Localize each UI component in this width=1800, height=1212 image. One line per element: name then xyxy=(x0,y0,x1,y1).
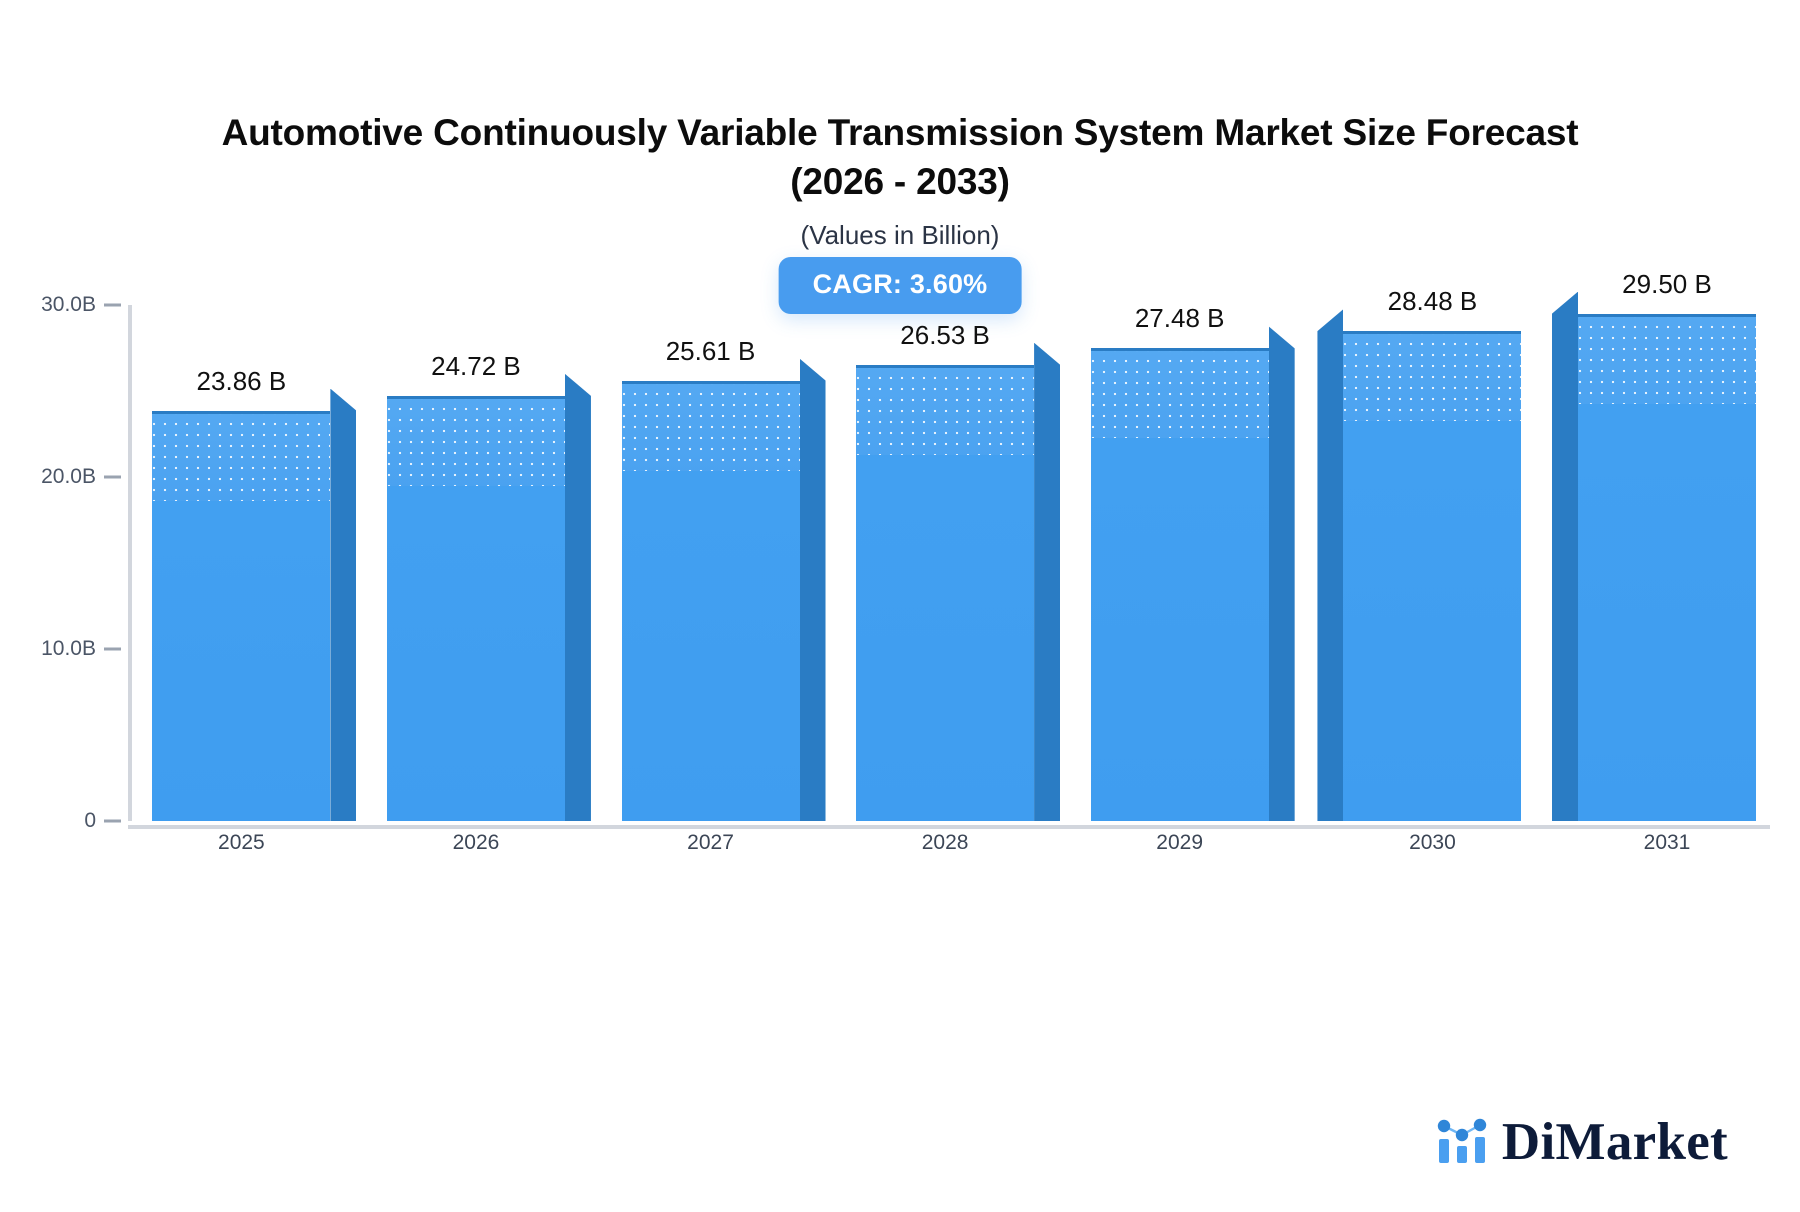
bar-side-face xyxy=(1268,326,1295,821)
y-axis-tick-mark xyxy=(104,647,121,651)
bar-value-label: 29.50 B xyxy=(1622,268,1712,299)
bar-item[interactable]: 23.86 B 2025 xyxy=(152,0,357,1212)
bar-column[interactable]: 27.48 B xyxy=(1090,303,1295,821)
brand-logo: DiMarket xyxy=(1435,1115,1728,1170)
y-axis-tick-label: 30.0B xyxy=(41,293,96,316)
bar-column[interactable]: 28.48 B xyxy=(1317,286,1522,821)
x-axis-line xyxy=(128,825,1770,829)
bar-side-face xyxy=(1034,342,1061,821)
bar-item[interactable]: 29.50 B 2031 xyxy=(1552,0,1756,1212)
bar-value-label: 24.72 B xyxy=(431,350,521,381)
bar-front-face xyxy=(1578,313,1756,822)
bar-front-face xyxy=(1090,348,1269,821)
chart-subtitle: (Values in Billion) xyxy=(800,220,1000,251)
bar-top-edge xyxy=(386,395,565,399)
bar-series: 23.86 B 2025 24.72 B 2026 25.61 B 2027 26.53 B… xyxy=(128,0,1770,1212)
plot-area xyxy=(128,297,1770,829)
chart-title-line1: Automotive Continuously Variable Transmi… xyxy=(221,112,1579,153)
y-axis-tick-label: 20.0B xyxy=(41,465,96,488)
y-axis-tick-mark xyxy=(104,303,121,307)
x-axis-tick-label: 2027 xyxy=(687,831,734,854)
x-axis-tick-label: 2025 xyxy=(218,831,265,854)
bar-column[interactable]: 25.61 B xyxy=(621,336,826,822)
bar-column[interactable]: 29.50 B xyxy=(1552,269,1756,822)
bar-top-edge xyxy=(1578,313,1756,317)
bar-top-edge xyxy=(621,380,800,384)
bar-item[interactable]: 25.61 B 2027 xyxy=(621,0,826,1212)
bar-column[interactable]: 24.72 B xyxy=(386,351,591,822)
chart-title-line2: (2026 - 2033) xyxy=(790,161,1010,203)
bar-value-label: 26.53 B xyxy=(900,319,990,350)
bar-column[interactable]: 23.86 B xyxy=(152,366,357,822)
bar-value-label: 25.61 B xyxy=(665,335,756,366)
x-axis-tick-label: 2028 xyxy=(921,831,969,854)
x-axis-tick-label: 2031 xyxy=(1643,831,1691,854)
bar-top-edge xyxy=(1090,348,1269,352)
bar-side-face xyxy=(330,388,357,821)
bar-side-face xyxy=(1317,309,1344,821)
y-axis-tick-label: 0 xyxy=(84,809,96,832)
bar-side-face xyxy=(1552,291,1578,821)
bar-front-face xyxy=(386,395,565,822)
brand-logo-text: DiMarket xyxy=(1501,1113,1728,1171)
bar-top-edge xyxy=(152,410,331,414)
bar-value-label: 28.48 B xyxy=(1387,286,1478,317)
y-axis-tick-mark xyxy=(104,475,121,479)
bar-front-face xyxy=(621,380,800,822)
bar-item[interactable]: 24.72 B 2026 xyxy=(386,0,591,1212)
bar-item[interactable]: 28.48 B 2030 xyxy=(1317,0,1522,1212)
y-axis-tick-label: 10.0B xyxy=(41,637,96,660)
bar-top-edge xyxy=(856,364,1035,368)
x-axis-tick-label: 2026 xyxy=(452,831,500,854)
bar-value-label: 23.86 B xyxy=(196,365,287,396)
y-axis-line xyxy=(128,305,132,821)
chart-header: Automotive Continuously Variable Transmi… xyxy=(0,108,1800,251)
bar-front-face xyxy=(152,410,331,822)
cagr-badge: CAGR: 3.60% xyxy=(778,257,1022,314)
x-axis-tick-label: 2029 xyxy=(1156,831,1204,854)
bar-item[interactable]: 27.48 B 2029 xyxy=(1090,0,1295,1212)
bar-front-face xyxy=(1343,331,1522,821)
chart-title: Automotive Continuously Variable Transmi… xyxy=(0,108,1800,206)
bar-column[interactable]: 26.53 B xyxy=(856,320,1061,822)
bar-chart-trend-icon xyxy=(1435,1115,1489,1170)
bar-side-face xyxy=(799,358,826,821)
bar-value-label: 27.48 B xyxy=(1134,303,1225,334)
y-axis-tick-mark xyxy=(104,819,121,823)
bar-front-face xyxy=(856,364,1035,822)
bar-top-edge xyxy=(1343,331,1522,335)
bar-item[interactable]: 26.53 B 2028 xyxy=(856,0,1061,1212)
bar-side-face xyxy=(564,373,591,821)
x-axis-tick-label: 2030 xyxy=(1409,831,1456,854)
